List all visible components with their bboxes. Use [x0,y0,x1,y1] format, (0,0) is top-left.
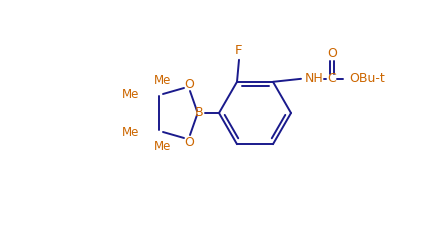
Text: Me: Me [154,73,171,86]
Text: O: O [184,79,194,91]
Text: O: O [184,136,194,149]
Text: F: F [235,44,243,57]
Text: Me: Me [122,88,139,100]
Text: Me: Me [154,140,171,152]
Text: OBu-t: OBu-t [349,72,385,85]
Text: O: O [327,47,337,60]
Text: Me: Me [122,125,139,139]
Text: NH: NH [305,72,323,85]
Text: B: B [195,106,204,119]
Text: C: C [328,72,336,85]
